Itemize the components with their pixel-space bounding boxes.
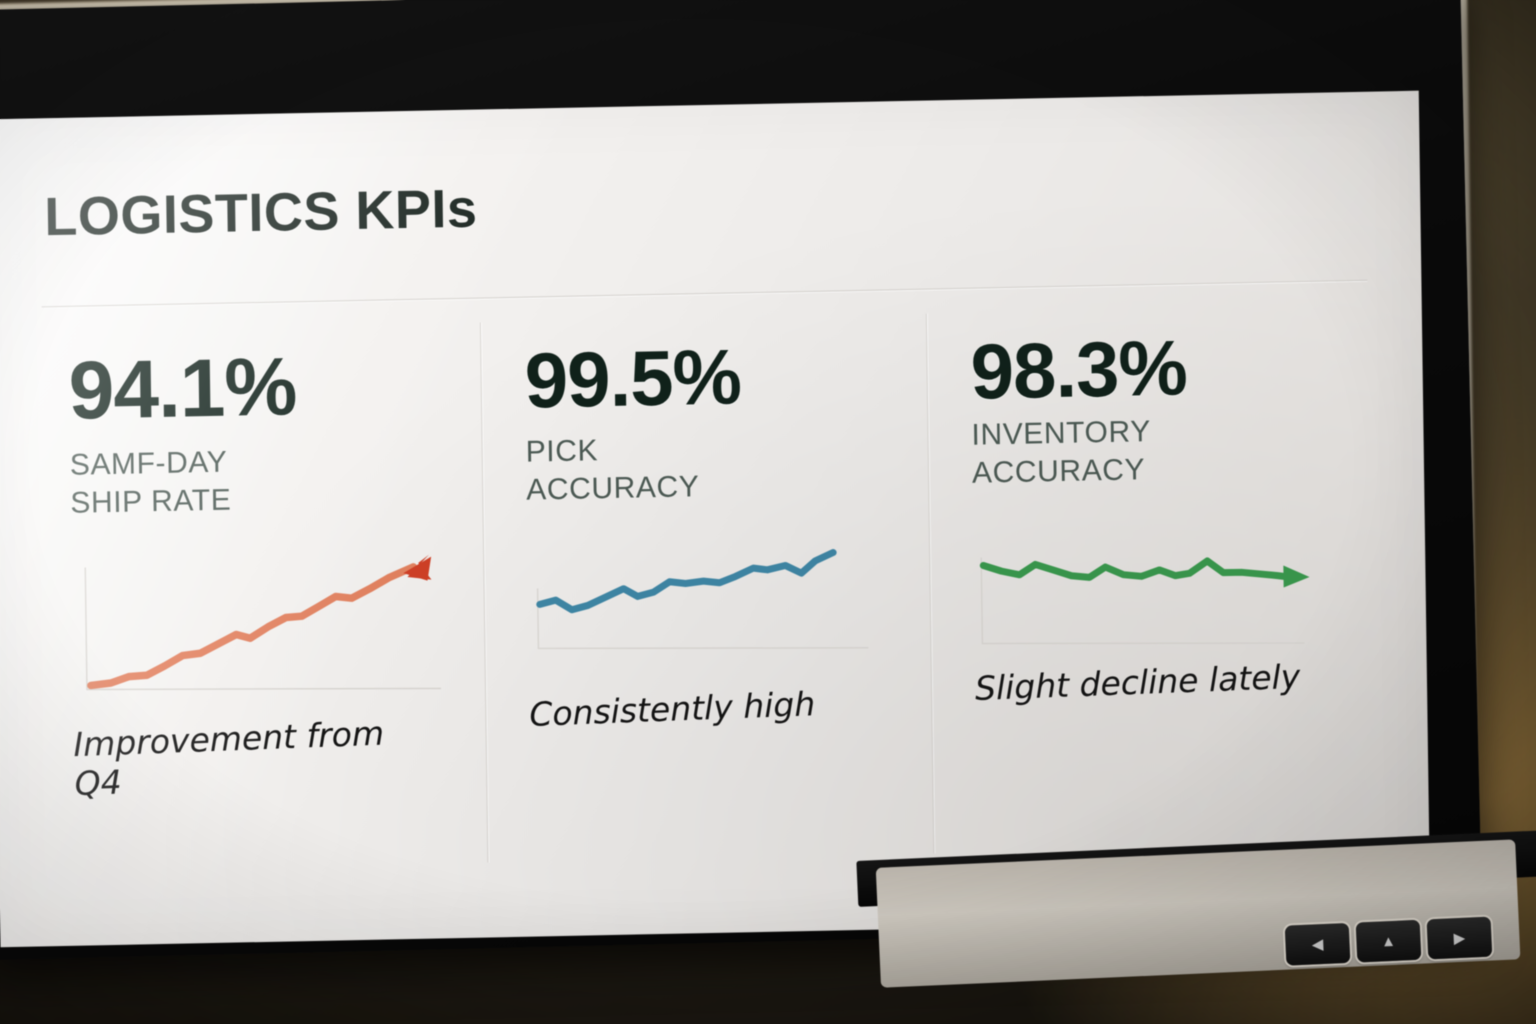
sparkline-same-day-ship-rate [71,550,463,713]
kpi-card-same-day-ship-rate[interactable]: 94.1% SAMF-DAY SHIP RATE Improvement fro… [38,317,488,926]
laptop-device: LOGISTICS KPIs 94.1% SAMF-DAY SHIP RATE [0,0,1509,996]
arrow-up-key[interactable]: ▲ [1355,919,1422,963]
kpi-card-pick-accuracy[interactable]: 99.5% PICK ACCURACY Consistently high [480,308,934,917]
laptop-screen-bezel: LOGISTICS KPIs 94.1% SAMF-DAY SHIP RATE [0,0,1482,960]
sparkline-pick-accuracy [527,529,909,667]
page-title: LOGISTICS KPIs [43,178,478,248]
arrow-right-key[interactable]: ▶ [1426,916,1493,960]
kpi-value: 99.5% [524,332,742,425]
kpi-value: 98.3% [969,323,1188,416]
kpi-annotation: Consistently high [528,684,816,734]
kpi-annotation: Improvement from Q4 [72,713,385,803]
sparkline-inventory-accuracy [973,532,1355,665]
kpi-label: INVENTORY ACCURACY [971,415,1152,491]
sparkline-svg [979,557,1310,645]
kpi-value: 94.1% [68,341,297,437]
kpi-annotation: Slight decline lately [974,656,1301,708]
kpi-dashboard-slide: LOGISTICS KPIs 94.1% SAMF-DAY SHIP RATE [0,91,1430,948]
kpi-card-row: 94.1% SAMF-DAY SHIP RATE Improvement fro… [34,299,1384,926]
arrow-key-cluster[interactable]: ◀ ▲ ▶ [1284,916,1493,966]
kpi-label: SAMF-DAY SHIP RATE [69,445,232,521]
kpi-label: PICK ACCURACY [525,434,700,508]
sparkline-svg [536,548,869,649]
kpi-card-inventory-accuracy[interactable]: 98.3% INVENTORY ACCURACY Slight decline … [926,299,1380,908]
sparkline-svg [84,554,441,690]
arrow-left-key[interactable]: ◀ [1284,922,1351,966]
laptop-screen: LOGISTICS KPIs 94.1% SAMF-DAY SHIP RATE [0,90,1431,948]
